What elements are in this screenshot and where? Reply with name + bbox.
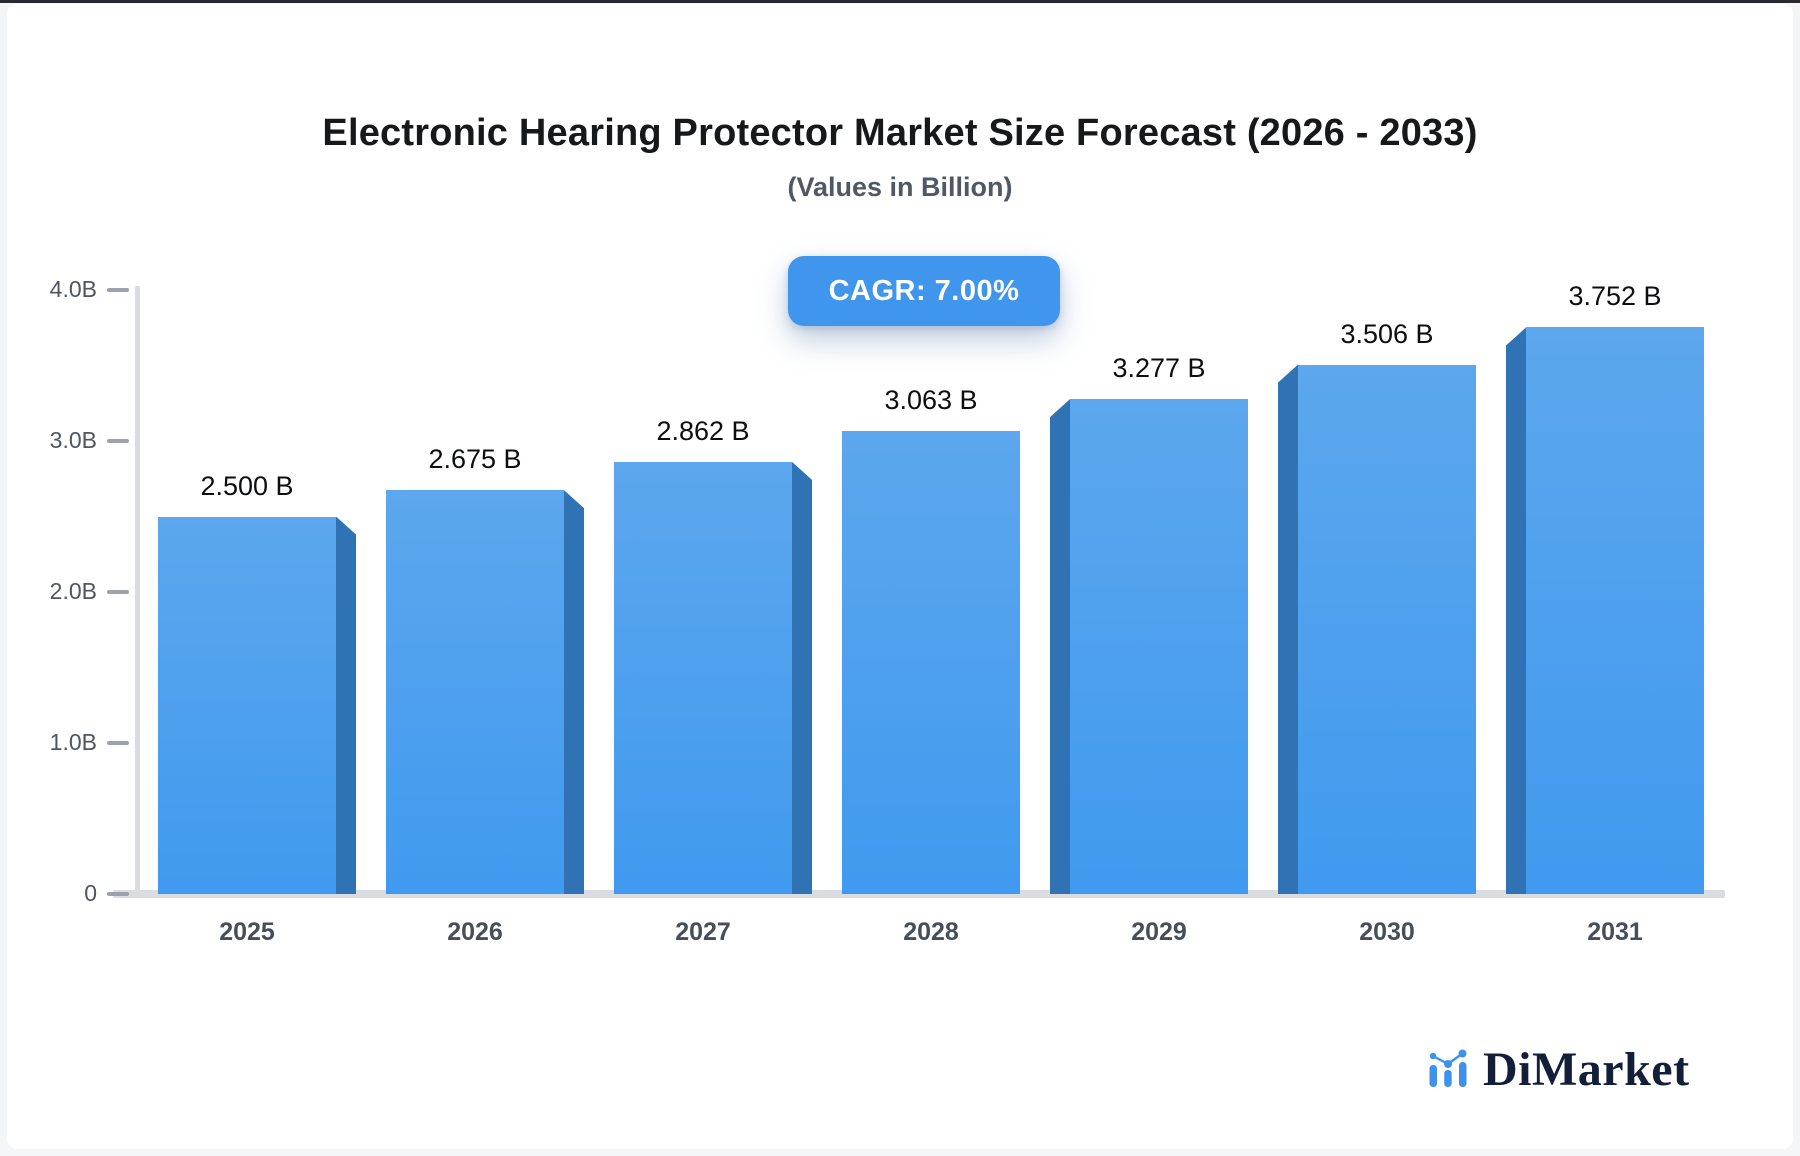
- bar: [842, 431, 1020, 894]
- y-tick: [107, 439, 129, 443]
- brand-logo: DiMarket: [1426, 1042, 1690, 1096]
- bar-value-label: 3.506 B: [1340, 318, 1434, 349]
- bar-side: [1050, 399, 1070, 894]
- bar-value-label: 3.063 B: [884, 385, 978, 416]
- bar-line-chart-icon: [1429, 1049, 1467, 1087]
- x-axis-label: 2029: [1131, 918, 1187, 946]
- bar-side: [1278, 364, 1298, 894]
- x-axis-label: 2025: [219, 918, 275, 946]
- chart-card: Electronic Hearing Protector Market Size…: [7, 4, 1793, 1149]
- window-top-edge: [0, 0, 1800, 3]
- y-tick: [107, 892, 129, 896]
- bar: [1298, 364, 1476, 894]
- y-tick: [107, 288, 129, 292]
- y-tick-label: 4.0B: [49, 276, 97, 302]
- x-axis-label: 2026: [447, 918, 503, 946]
- y-tick: [107, 741, 129, 745]
- x-axis-line: [113, 890, 1725, 898]
- chart-subtitle: (Values in Billion): [787, 172, 1013, 202]
- bar-value-label: 2.500 B: [200, 470, 294, 501]
- bar: [1070, 399, 1248, 894]
- bar-value-label: 2.862 B: [656, 415, 750, 446]
- bar-value-label: 3.752 B: [1568, 281, 1662, 312]
- x-axis-label: 2028: [903, 918, 959, 946]
- bar-side: [336, 516, 356, 894]
- y-tick-label: 0: [84, 880, 97, 906]
- y-tick-label: 1.0B: [49, 729, 97, 755]
- x-axis-label: 2027: [675, 918, 731, 946]
- x-axis-label: 2030: [1359, 918, 1415, 946]
- bar-side: [792, 461, 812, 894]
- brand-name: DiMarket: [1483, 1042, 1690, 1096]
- bar-value-label: 3.277 B: [1112, 353, 1206, 384]
- bar: [386, 490, 564, 894]
- bar: [1526, 327, 1704, 894]
- bar-value-label: 2.675 B: [428, 444, 522, 475]
- cagr-badge: CAGR: 7.00%: [788, 256, 1060, 326]
- bar: [614, 461, 792, 894]
- chart-title: Electronic Hearing Protector Market Size…: [322, 112, 1478, 154]
- bar-side: [564, 490, 584, 894]
- y-tick: [107, 590, 129, 594]
- y-tick-label: 2.0B: [49, 578, 97, 604]
- y-axis-line: [135, 286, 140, 898]
- bar-chart: 4.0B 3.0B 2.0B 1.0B 0 2.500 B 2025 2.675 B 2026 2…: [7, 4, 1800, 1153]
- x-axis-label: 2031: [1587, 918, 1643, 946]
- cagr-badge-label: CAGR: 7.00%: [828, 274, 1020, 307]
- bar-side: [1506, 327, 1526, 894]
- bar: [158, 516, 336, 894]
- y-tick-label: 3.0B: [49, 427, 97, 453]
